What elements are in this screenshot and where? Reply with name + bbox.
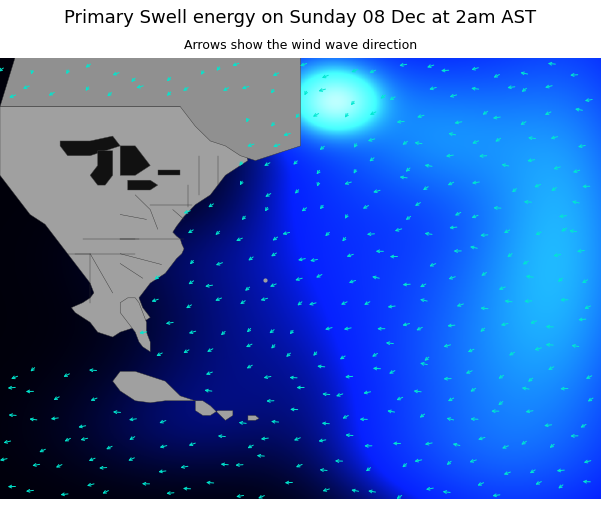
Polygon shape	[248, 416, 259, 420]
Polygon shape	[0, 107, 248, 337]
Polygon shape	[127, 181, 157, 190]
Polygon shape	[90, 152, 113, 186]
Polygon shape	[120, 147, 150, 176]
Polygon shape	[0, 59, 300, 161]
Text: Primary Swell energy on Sunday 08 Dec at 2am AST: Primary Swell energy on Sunday 08 Dec at…	[64, 9, 537, 26]
Polygon shape	[60, 137, 120, 156]
Polygon shape	[113, 372, 195, 403]
Polygon shape	[157, 171, 180, 176]
Polygon shape	[120, 298, 150, 352]
Polygon shape	[195, 401, 233, 420]
Text: Arrows show the wind wave direction: Arrows show the wind wave direction	[184, 39, 417, 52]
